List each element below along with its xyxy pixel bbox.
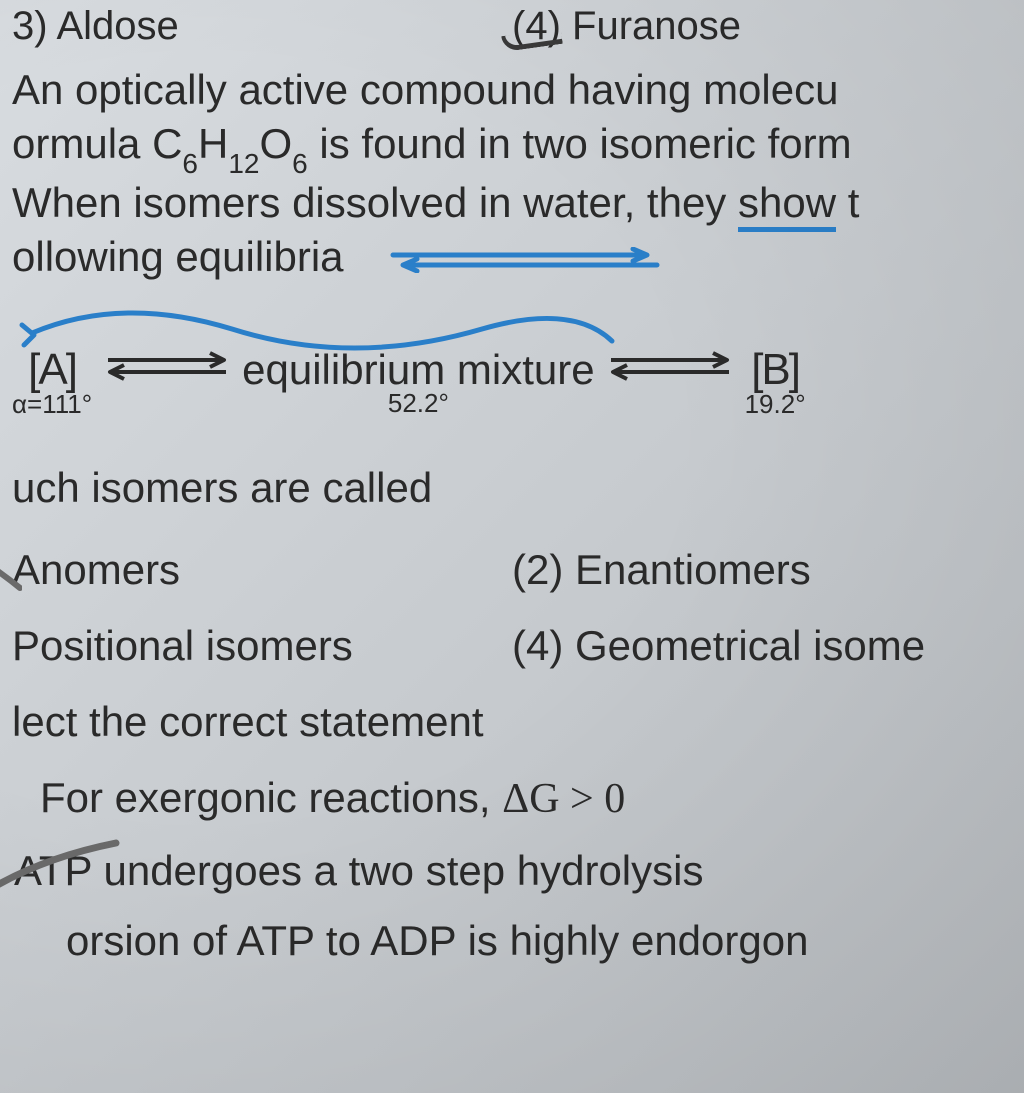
option-positional-text: Positional isomers — [12, 622, 353, 669]
delta-g: ΔG > 0 — [502, 776, 625, 822]
body-line-4: ollowing equilibria — [12, 230, 1012, 284]
answer-options: Anomers (2) Enantiomers Positional isome… — [12, 546, 1012, 670]
option-4b-text: Geometrical isome — [575, 622, 925, 669]
pencil-mark-icon — [0, 552, 18, 588]
body-line-3: When isomers dissolved in water, they sh… — [12, 176, 1012, 230]
option-3: 3) Aldose — [12, 4, 512, 49]
option-enantiomers: (2) Enantiomers — [512, 546, 1012, 594]
equilibrium-b: [B] 19.2° — [745, 345, 806, 420]
question-body: An optically active compound having mole… — [12, 63, 1012, 283]
option-2-text: Enantiomers — [575, 546, 811, 593]
option-2-num: (2) — [512, 546, 563, 593]
options-row-1: Anomers (2) Enantiomers — [12, 546, 1012, 594]
option-positional: Positional isomers — [12, 622, 512, 670]
option-geometrical: (4) Geometrical isome — [512, 622, 1012, 670]
option-anomers: Anomers — [12, 546, 512, 594]
statement-3: orsion of ATP to ADP is highly endorgon — [12, 917, 1012, 965]
statement-2: ATP undergoes a two step hydrolysis — [12, 847, 1012, 895]
line2-suffix: is found in two isomeric form — [308, 120, 852, 167]
atp-cross-mark-icon — [0, 839, 110, 895]
option-3-num: 3) — [12, 4, 48, 48]
body-line-2: ormula C6H12O6 is found in two isomeric … — [12, 117, 1012, 176]
equilibrium-angle: 52.2° — [388, 388, 449, 419]
option-4-text: Furanose — [572, 4, 741, 48]
option-3-text: Aldose — [56, 4, 178, 48]
line2-prefix: ormula — [12, 120, 152, 167]
b-angle: 19.2° — [745, 389, 806, 420]
statement-header: lect the correct statement — [12, 698, 1012, 746]
statement-1-prefix: For exergonic reactions, — [40, 774, 502, 821]
options-row-2: Positional isomers (4) Geometrical isome — [12, 622, 1012, 670]
blue-arrows-icon — [385, 247, 665, 273]
blue-curve-annotation — [12, 289, 1012, 353]
body-line-1: An optically active compound having mole… — [12, 63, 1012, 117]
top-options-row: 3) Aldose (4) Furanose — [12, 0, 1012, 57]
statement-1: For exergonic reactions, ΔG > 0 — [12, 774, 1012, 823]
chemical-formula: C6H12O6 — [152, 120, 308, 167]
called-line: uch isomers are called — [12, 464, 1012, 512]
underlined-show: show — [738, 179, 836, 232]
line3-prefix: When isomers dissolved in water, they — [12, 179, 738, 226]
line3-suffix: t — [836, 179, 859, 226]
option-4b-num: (4) — [512, 622, 563, 669]
option-anomers-text: Anomers — [12, 546, 180, 593]
a-alpha: α=111° — [12, 389, 92, 420]
page-content: 3) Aldose (4) Furanose An optically acti… — [0, 0, 1024, 965]
option-4: (4) Furanose — [512, 4, 1012, 49]
